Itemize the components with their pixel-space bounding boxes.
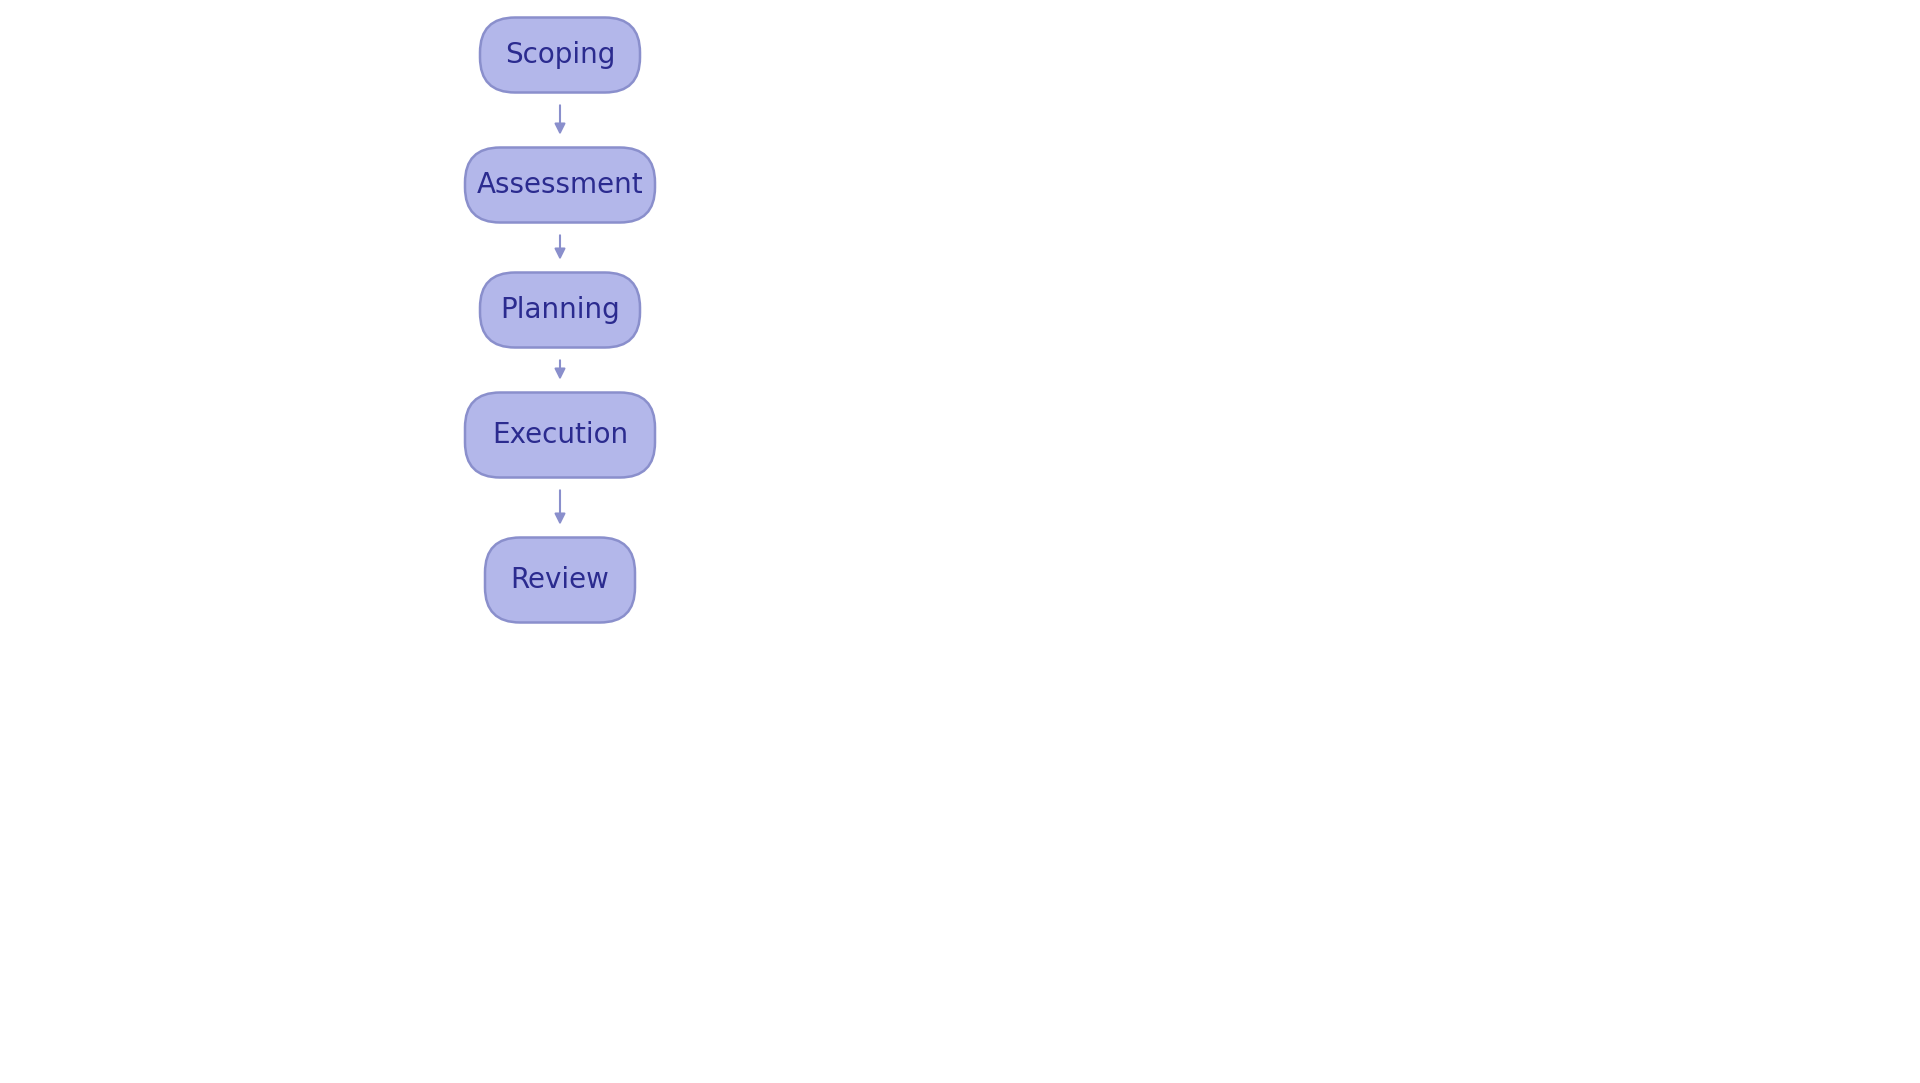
FancyBboxPatch shape <box>465 147 655 222</box>
Text: Scoping: Scoping <box>505 41 614 69</box>
FancyBboxPatch shape <box>480 273 639 348</box>
FancyBboxPatch shape <box>480 17 639 92</box>
FancyBboxPatch shape <box>465 392 655 478</box>
Text: Planning: Planning <box>499 296 620 324</box>
Text: Review: Review <box>511 566 609 593</box>
Text: Assessment: Assessment <box>476 171 643 199</box>
Text: Execution: Execution <box>492 421 628 449</box>
FancyBboxPatch shape <box>486 537 636 623</box>
